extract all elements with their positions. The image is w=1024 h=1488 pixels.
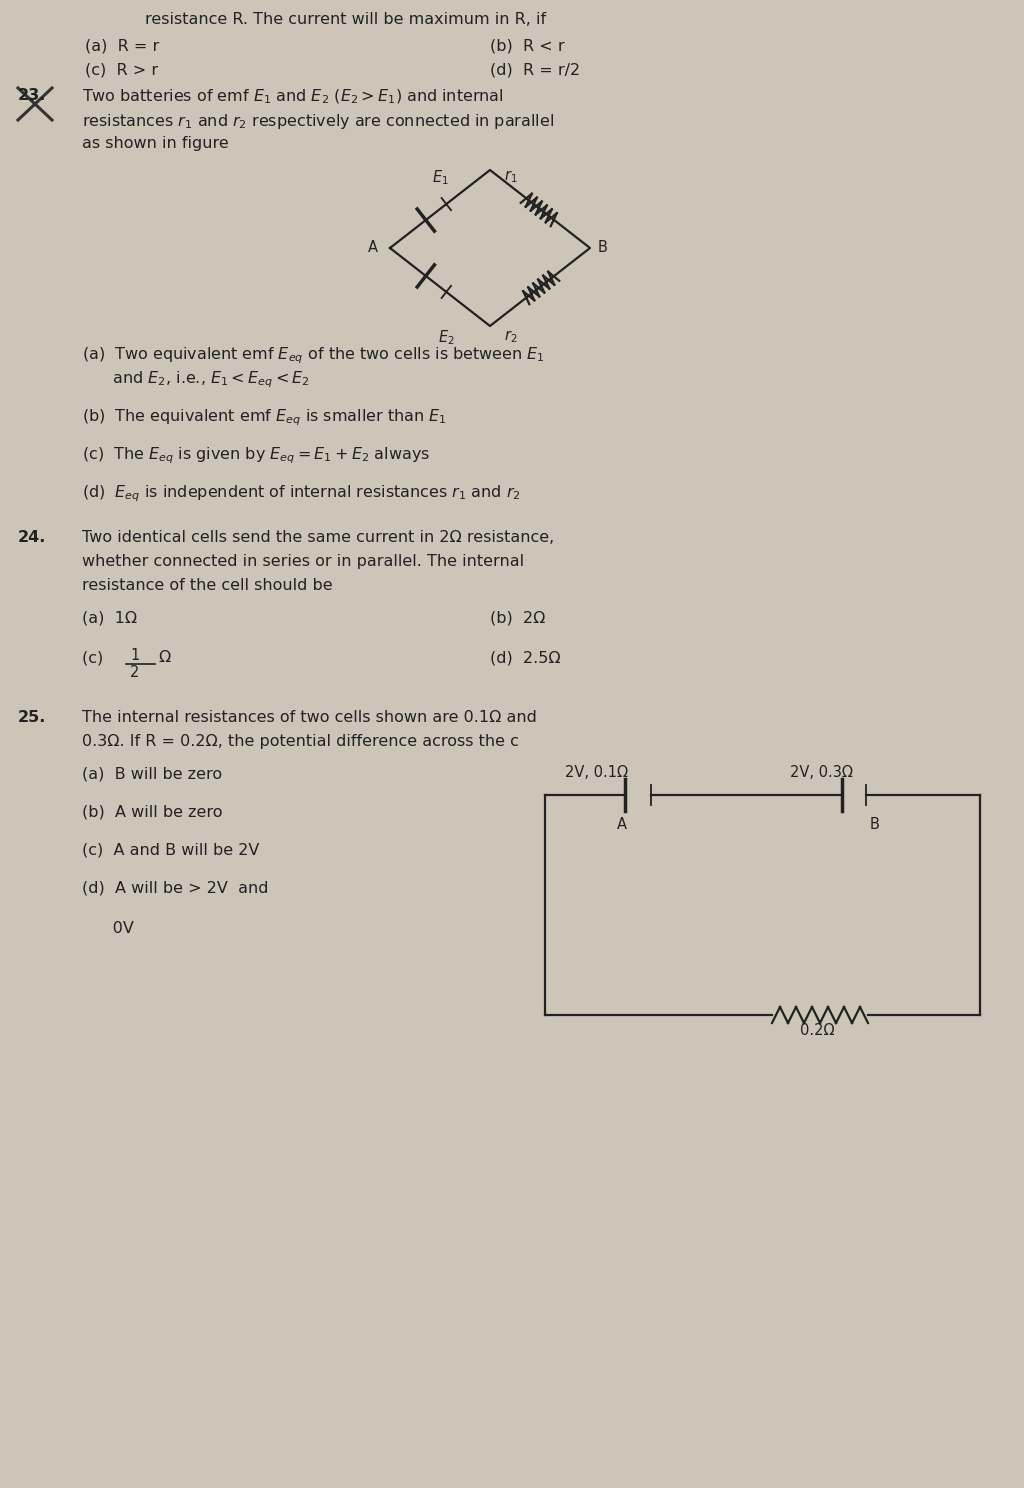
Text: 0.3Ω. If R = 0.2Ω, the potential difference across the c: 0.3Ω. If R = 0.2Ω, the potential differe…: [82, 734, 519, 748]
Text: B: B: [870, 817, 880, 832]
Text: resistances $r_1$ and $r_2$ respectively are connected in parallel: resistances $r_1$ and $r_2$ respectively…: [82, 112, 554, 131]
Text: (c)  The $E_{eq}$ is given by $E_{eq} = E_1 + E_2$ always: (c) The $E_{eq}$ is given by $E_{eq} = E…: [82, 445, 430, 466]
Text: (d)  $E_{eq}$ is independent of internal resistances $r_1$ and $r_2$: (d) $E_{eq}$ is independent of internal …: [82, 484, 520, 503]
Text: 0.2Ω: 0.2Ω: [800, 1024, 835, 1039]
Text: (d)  2.5Ω: (d) 2.5Ω: [490, 650, 560, 665]
Text: 25.: 25.: [18, 710, 46, 725]
Text: 2V, 0.1Ω: 2V, 0.1Ω: [565, 765, 628, 780]
Text: B: B: [598, 240, 608, 254]
Text: The internal resistances of two cells shown are 0.1Ω and: The internal resistances of two cells sh…: [82, 710, 537, 725]
Text: 0V: 0V: [82, 921, 134, 936]
Text: Two identical cells send the same current in 2Ω resistance,: Two identical cells send the same curren…: [82, 530, 554, 545]
Text: 2V, 0.3Ω: 2V, 0.3Ω: [790, 765, 853, 780]
Text: and $E_2$, i.e., $E_1 < E_{eq} < E_2$: and $E_2$, i.e., $E_1 < E_{eq} < E_2$: [82, 369, 310, 390]
Text: (a)  R = r: (a) R = r: [85, 39, 160, 54]
Text: $E_2$: $E_2$: [438, 327, 455, 347]
Text: $r_2$: $r_2$: [504, 327, 517, 345]
Text: 23.: 23.: [18, 88, 46, 103]
Text: A: A: [617, 817, 627, 832]
Text: (b)  2Ω: (b) 2Ω: [490, 610, 546, 625]
Text: 2: 2: [130, 665, 139, 680]
Text: (d)  A will be > 2V  and: (d) A will be > 2V and: [82, 879, 268, 894]
Text: resistance R. The current will be maximum in R, if: resistance R. The current will be maximu…: [145, 12, 546, 27]
Text: (a)  B will be zero: (a) B will be zero: [82, 766, 222, 781]
Text: $r_1$: $r_1$: [504, 168, 517, 185]
Text: (c)  R > r: (c) R > r: [85, 62, 158, 77]
Text: (c)  A and B will be 2V: (c) A and B will be 2V: [82, 842, 259, 857]
Text: as shown in figure: as shown in figure: [82, 135, 228, 150]
Text: (b)  The equivalent emf $E_{eq}$ is smaller than $E_1$: (b) The equivalent emf $E_{eq}$ is small…: [82, 408, 446, 427]
Text: (b)  A will be zero: (b) A will be zero: [82, 804, 222, 818]
Text: A: A: [368, 240, 378, 254]
Text: Two batteries of emf $E_1$ and $E_2$ ($E_2 > E_1$) and internal: Two batteries of emf $E_1$ and $E_2$ ($E…: [82, 88, 504, 107]
Text: (b)  R < r: (b) R < r: [490, 39, 564, 54]
Text: resistance of the cell should be: resistance of the cell should be: [82, 577, 333, 594]
Text: 24.: 24.: [18, 530, 46, 545]
Text: (c): (c): [82, 650, 114, 665]
Text: (d)  R = r/2: (d) R = r/2: [490, 62, 581, 77]
Text: Ω: Ω: [158, 650, 170, 665]
Text: 1: 1: [130, 647, 139, 664]
Text: $E_1$: $E_1$: [432, 168, 449, 186]
Text: (a)  Two equivalent emf $E_{eq}$ of the two cells is between $E_1$: (a) Two equivalent emf $E_{eq}$ of the t…: [82, 345, 545, 366]
Text: (a)  1Ω: (a) 1Ω: [82, 610, 137, 625]
Text: whether connected in series or in parallel. The internal: whether connected in series or in parall…: [82, 554, 524, 568]
